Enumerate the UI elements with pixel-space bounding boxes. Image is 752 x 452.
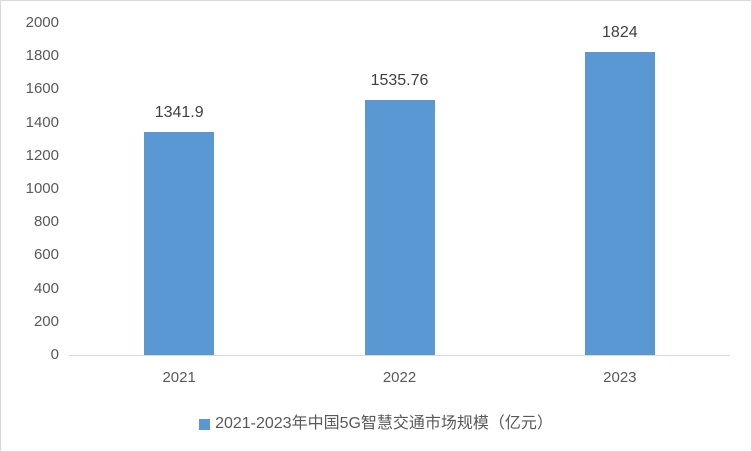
y-axis-tick-label: 1000 <box>25 180 59 197</box>
y-axis-tick-label: 1400 <box>25 113 59 131</box>
y-axis-tick-label: 1800 <box>25 47 59 65</box>
data-label-2022: 1535.76 <box>370 72 429 90</box>
y-axis-tick-label: 1600 <box>25 80 59 98</box>
x-axis-label-2023: 2023 <box>603 369 637 386</box>
x-axis-label-2021: 2021 <box>162 369 196 386</box>
legend: 2021-2023年中国5G智慧交通市场规模（亿元） <box>1 413 751 435</box>
bar-2022 <box>364 100 435 355</box>
y-axis-tick-label: 800 <box>33 213 59 231</box>
legend-series-label: 2021-2023年中国5G智慧交通市场规模（亿元） <box>215 415 553 432</box>
x-axis-line <box>69 355 730 356</box>
bar-2021 <box>144 132 215 355</box>
y-axis-tick-label: 0 <box>50 346 59 363</box>
bar-2023 <box>584 52 655 355</box>
data-label-2021: 1341.9 <box>154 104 204 122</box>
legend-marker-swatch <box>199 418 211 430</box>
y-axis-tick-label: 2000 <box>25 14 59 31</box>
y-axis-tick-label: 400 <box>33 279 59 297</box>
data-label-2023: 1824 <box>602 24 638 42</box>
y-axis-tick-label: 1200 <box>25 146 59 164</box>
y-axis-tick-label: 600 <box>33 246 59 264</box>
x-axis-label-2022: 2022 <box>382 369 417 386</box>
y-axis-tick-label: 200 <box>33 312 59 330</box>
